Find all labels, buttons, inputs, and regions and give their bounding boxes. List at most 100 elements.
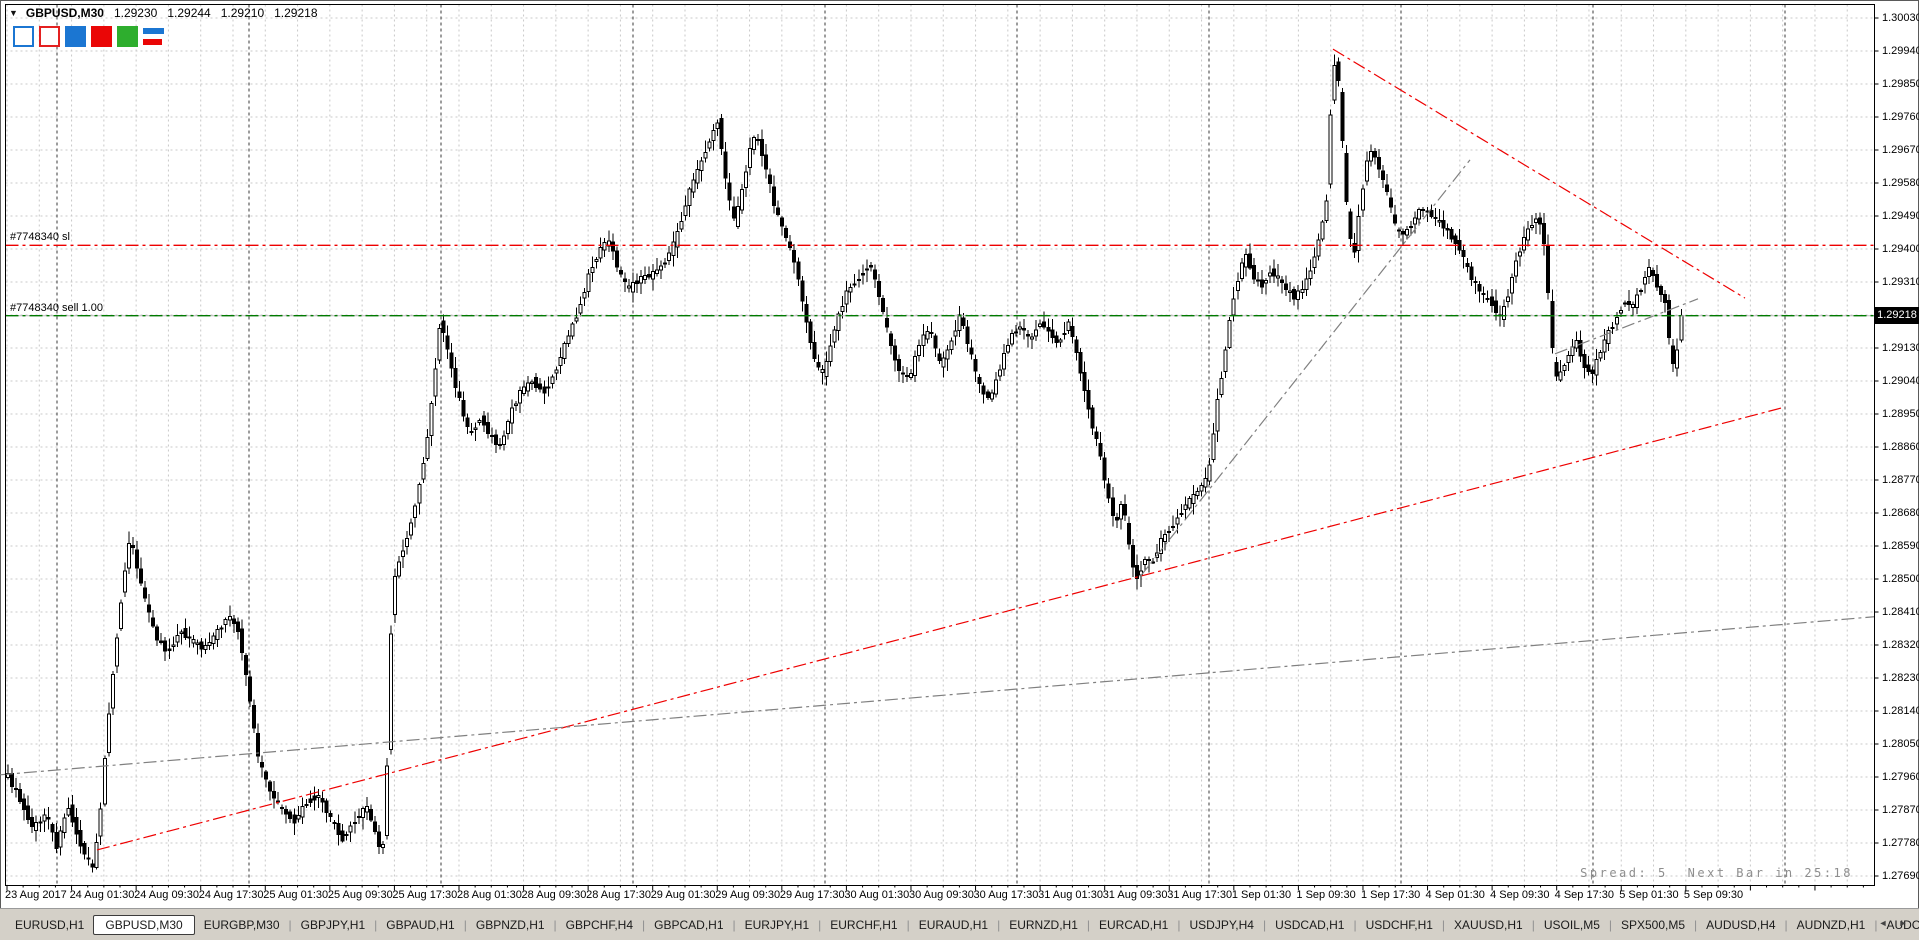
tab-divider: |: [1441, 917, 1446, 932]
bar-high-value: 1.29244: [167, 6, 211, 20]
symbol-tab-EURGBP-M30[interactable]: EURGBP,M30: [203, 917, 280, 932]
symbol-tab-GBPUSD-M30[interactable]: GBPUSD,M30: [93, 914, 195, 935]
spread-value: Spread: 5: [1580, 866, 1668, 880]
price-axis-label: 1.27780: [1882, 837, 1919, 849]
price-axis-label: 1.29850: [1882, 78, 1919, 90]
price-axis-label: 1.28140: [1882, 705, 1919, 717]
time-axis-label: 4 Sep 17:30: [1554, 889, 1615, 901]
bars-blue-red-icon[interactable]: [143, 26, 164, 47]
chart-title: ▼ GBPUSD,M30 1.29230 1.29244 1.29210 1.2…: [9, 6, 318, 20]
time-axis-label: 28 Aug 09:30: [521, 889, 587, 901]
tab-divider: |: [642, 917, 646, 932]
square-outline-blue-icon[interactable]: [13, 26, 34, 47]
tab-scroll-left-icon[interactable]: ◄: [1878, 918, 1888, 928]
tab-divider: |: [1262, 917, 1267, 932]
price-axis-label: 1.29040: [1882, 375, 1919, 387]
symbol-tab-XAUUSD-H1[interactable]: XAUUSD,H1: [1454, 917, 1523, 932]
symbol-timeframe-label: GBPUSD,M30: [25, 6, 104, 20]
time-axis-label: 29 Aug 09:30: [715, 889, 781, 901]
symbol-tab-AUDUSD-H4[interactable]: AUDUSD,H4: [1706, 917, 1776, 932]
price-axis-label: 1.29490: [1882, 210, 1919, 222]
price-axis-label: 1.28410: [1882, 606, 1919, 618]
time-axis-label: 25 Aug 09:30: [327, 889, 393, 901]
symbol-tab-USDJPY-H4[interactable]: USDJPY,H4: [1189, 917, 1254, 932]
time-axis-label: 29 Aug 17:30: [779, 889, 845, 901]
tab-scroll-right-icon[interactable]: ►: [1898, 918, 1908, 928]
time-axis-label: 25 Aug 17:30: [392, 889, 458, 901]
price-axis-label: 1.29670: [1882, 144, 1919, 156]
time-axis-label: 29 Aug 01:30: [650, 889, 716, 901]
symbol-tab-EURAUD-H1[interactable]: EURAUD,H1: [918, 917, 989, 932]
symbol-tab-EURCAD-H1[interactable]: EURCAD,H1: [1099, 917, 1169, 932]
price-axis-label: 1.28320: [1882, 639, 1919, 651]
time-axis-label: 25 Aug 01:30: [263, 889, 329, 901]
time-axis-label: 24 Aug 01:30: [69, 889, 135, 901]
symbol-tab-GBPCHF-H4[interactable]: GBPCHF,H4: [565, 917, 634, 932]
symbol-tab-bar: ◄ ► EURUSD,H1 GBPUSD,M30 EURGBP,M30 | GBPJPY…: [0, 908, 1919, 940]
symbol-dropdown-icon[interactable]: ▼: [9, 8, 18, 18]
time-axis-label: 5 Sep 01:30: [1619, 889, 1679, 901]
object-color-toolbar: [13, 26, 164, 47]
time-axis-label: 4 Sep 01:30: [1425, 889, 1485, 901]
tab-divider: |: [1531, 917, 1535, 932]
time-axis-label: 30 Aug 17:30: [973, 889, 1039, 901]
symbol-tab-EURNZD-H1[interactable]: EURNZD,H1: [1009, 917, 1078, 932]
price-axis-label: 1.28590: [1882, 540, 1919, 552]
symbol-tab-SPX500-M5[interactable]: SPX500,M5: [1621, 917, 1686, 932]
next-bar-countdown: Next Bar in 25:18: [1687, 866, 1853, 880]
symbol-tab-USDCHF-H1[interactable]: USDCHF,H1: [1365, 917, 1433, 932]
symbol-tab-AUDNZD-H1[interactable]: AUDNZD,H1: [1796, 917, 1866, 932]
time-axis-label: 1 Sep 09:30: [1296, 889, 1356, 901]
symbol-tab-USOIL-M5[interactable]: USOIL,M5: [1543, 917, 1600, 932]
symbol-tab-EURJPY-H1[interactable]: EURJPY,H1: [744, 917, 810, 932]
price-axis-label: 1.29310: [1882, 276, 1919, 288]
tab-divider: |: [1177, 917, 1181, 932]
time-axis-label: 4 Sep 09:30: [1490, 889, 1550, 901]
price-axis-label: 1.29940: [1882, 45, 1919, 57]
tab-divider: |: [553, 917, 557, 932]
symbol-tab-GBPJPY-H1[interactable]: GBPJPY,H1: [300, 917, 366, 932]
time-axis-label: 31 Aug 17:30: [1167, 889, 1233, 901]
tab-divider: |: [1874, 917, 1878, 932]
symbol-tab-EURUSD-H1[interactable]: EURUSD,H1: [15, 917, 85, 932]
time-axis-label: 23 Aug 2017: [5, 889, 67, 901]
price-axis-label: 1.29400: [1882, 243, 1919, 255]
time-axis-label: 5 Sep 09:30: [1683, 889, 1744, 901]
tab-divider: |: [732, 917, 736, 932]
price-axis-label: 1.29580: [1882, 177, 1919, 189]
tab-divider: |: [906, 917, 910, 932]
time-axis-label: 24 Aug 17:30: [198, 889, 264, 901]
time-axis-label: 1 Sep 01:30: [1231, 889, 1292, 901]
price-axis-label: 1.28770: [1882, 474, 1919, 486]
tab-divider: |: [1694, 917, 1698, 932]
sell-order-line-label[interactable]: #7748340 sell 1.00: [10, 301, 103, 314]
tab-divider: |: [288, 917, 292, 932]
price-axis-label: 1.28500: [1882, 573, 1919, 585]
price-axis-label: 1.27870: [1882, 804, 1919, 816]
time-axis-label: 1 Sep 17:30: [1360, 889, 1421, 901]
price-axis-label: 1.28230: [1882, 672, 1919, 684]
symbol-tab-EURCHF-H1[interactable]: EURCHF,H1: [830, 917, 898, 932]
symbol-tab-GBPAUD-H1[interactable]: GBPAUD,H1: [386, 917, 455, 932]
price-axis-label: 1.29130: [1882, 342, 1919, 354]
square-fill-red-icon[interactable]: [91, 26, 112, 47]
symbol-tab-AUDCAD-Daily[interactable]: AUDCAD,Daily: [1886, 917, 1919, 932]
stop-loss-line-label[interactable]: #7748340 sl: [10, 231, 70, 244]
time-axis-label: 31 Aug 01:30: [1038, 889, 1103, 901]
tab-divider: |: [374, 917, 378, 932]
tab-divider: |: [1784, 917, 1788, 932]
time-axis-label: 30 Aug 01:30: [844, 889, 910, 901]
symbol-tab-GBPNZD-H1[interactable]: GBPNZD,H1: [475, 917, 545, 932]
bar-open-value: 1.29230: [113, 6, 158, 20]
tab-divider: |: [1086, 917, 1090, 932]
square-fill-green-icon[interactable]: [117, 26, 138, 47]
symbol-tab-USDCAD-H1[interactable]: USDCAD,H1: [1275, 917, 1345, 932]
price-axis-label: 1.28050: [1882, 738, 1919, 750]
price-axis-label: 1.27690: [1882, 870, 1919, 882]
square-outline-red-icon[interactable]: [39, 26, 60, 47]
square-fill-blue-icon[interactable]: [65, 26, 86, 47]
symbol-tab-GBPCAD-H1[interactable]: GBPCAD,H1: [654, 917, 724, 932]
time-axis-label: 30 Aug 09:30: [908, 889, 974, 901]
